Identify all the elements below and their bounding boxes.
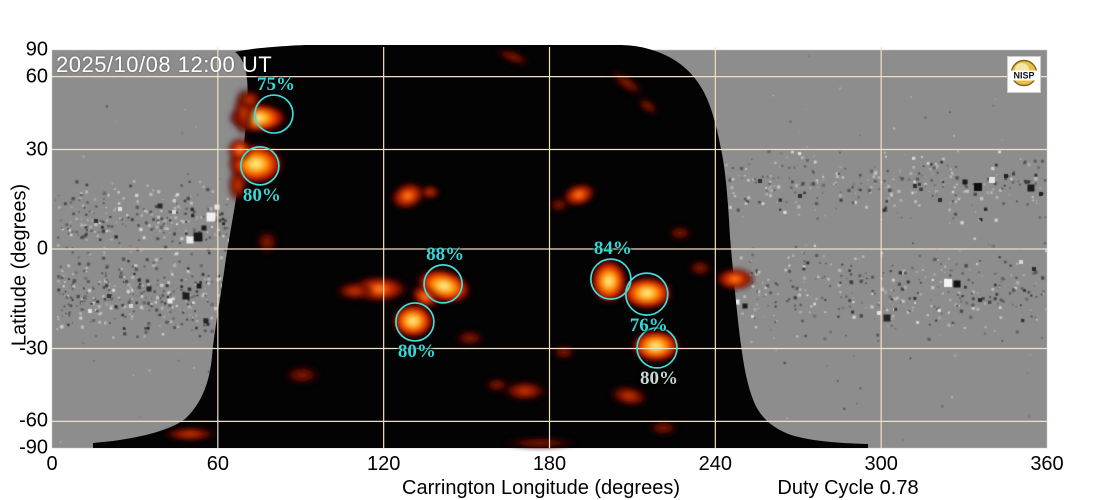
activity-blob — [629, 329, 682, 364]
detection-probability-label: 75% — [256, 74, 295, 96]
nisp-logo: NISP — [1007, 56, 1041, 93]
activity-blob — [255, 229, 280, 256]
activity-blob — [453, 329, 486, 348]
activity-blob — [483, 376, 510, 393]
timestamp: 2025/10/08 12:00 UT — [56, 52, 273, 77]
gridlines — [52, 47, 1047, 448]
activity-blob — [550, 344, 577, 361]
detection-probability-label: 80% — [397, 340, 436, 362]
y-tick-label: 0 — [36, 237, 48, 260]
detection-circle — [395, 302, 435, 342]
detection-probability-label: 88% — [426, 243, 465, 265]
detection-circle — [239, 145, 280, 186]
detection-probability-label: 76% — [629, 315, 668, 337]
activity-blob — [500, 379, 549, 402]
activity-blob — [589, 258, 628, 305]
detection-circle — [590, 258, 632, 300]
duty-cycle-label: Duty Cycle 0.78 — [777, 477, 919, 499]
nisp-logo-text: NISP — [1013, 71, 1034, 81]
y-tick-label: -60 — [19, 409, 48, 432]
farside-region — [93, 45, 868, 448]
detection-probability-label: 84% — [593, 238, 632, 260]
detection-probability-label: 80% — [640, 367, 678, 389]
activity-blob — [283, 365, 322, 386]
y-tick-label: 90 — [25, 38, 48, 61]
activity-blob — [687, 259, 714, 278]
nisp-logo-graphic: NISP — [1009, 59, 1039, 87]
detection-circles — [239, 94, 678, 369]
x-tick-label: 360 — [1030, 453, 1064, 475]
activity-blob — [160, 426, 219, 443]
activity-blob — [389, 181, 427, 211]
detection-probability-label: 80% — [242, 184, 281, 206]
detection-circle — [423, 264, 463, 304]
activity-blob — [495, 47, 532, 67]
x-tick-label: 180 — [532, 453, 567, 475]
activity-blob — [502, 436, 579, 449]
detection-circle — [636, 327, 678, 369]
y-axis-label: Latitude (degrees) — [8, 183, 31, 347]
y-tick-label: 60 — [25, 65, 48, 88]
x-tick-label: 0 — [46, 453, 58, 475]
activity-blob — [333, 281, 376, 302]
activity-blob — [226, 137, 253, 164]
y-tick-label: -90 — [19, 436, 48, 459]
activity-blob — [390, 302, 435, 339]
x-axis-label: Carrington Longitude (degrees) — [402, 477, 680, 499]
activity-blob — [620, 276, 675, 311]
y-tick-label: 30 — [25, 138, 48, 160]
activity-blob — [547, 196, 570, 213]
y-tick-label: -30 — [19, 337, 48, 359]
x-tick-label: 240 — [698, 453, 733, 475]
activity-blob — [561, 182, 597, 208]
detection-circle — [254, 94, 294, 134]
activity-blobs — [160, 47, 756, 449]
x-tick-label: 300 — [864, 453, 898, 475]
x-tick-label: 120 — [366, 453, 401, 475]
detection-circle — [624, 272, 669, 316]
activity-blob — [713, 267, 756, 292]
activity-blob — [636, 96, 660, 116]
activity-blob — [666, 225, 693, 242]
activity-blob — [608, 384, 650, 408]
activity-blob — [647, 420, 680, 437]
activity-blob — [419, 184, 442, 201]
x-tick-label: 60 — [206, 453, 229, 475]
